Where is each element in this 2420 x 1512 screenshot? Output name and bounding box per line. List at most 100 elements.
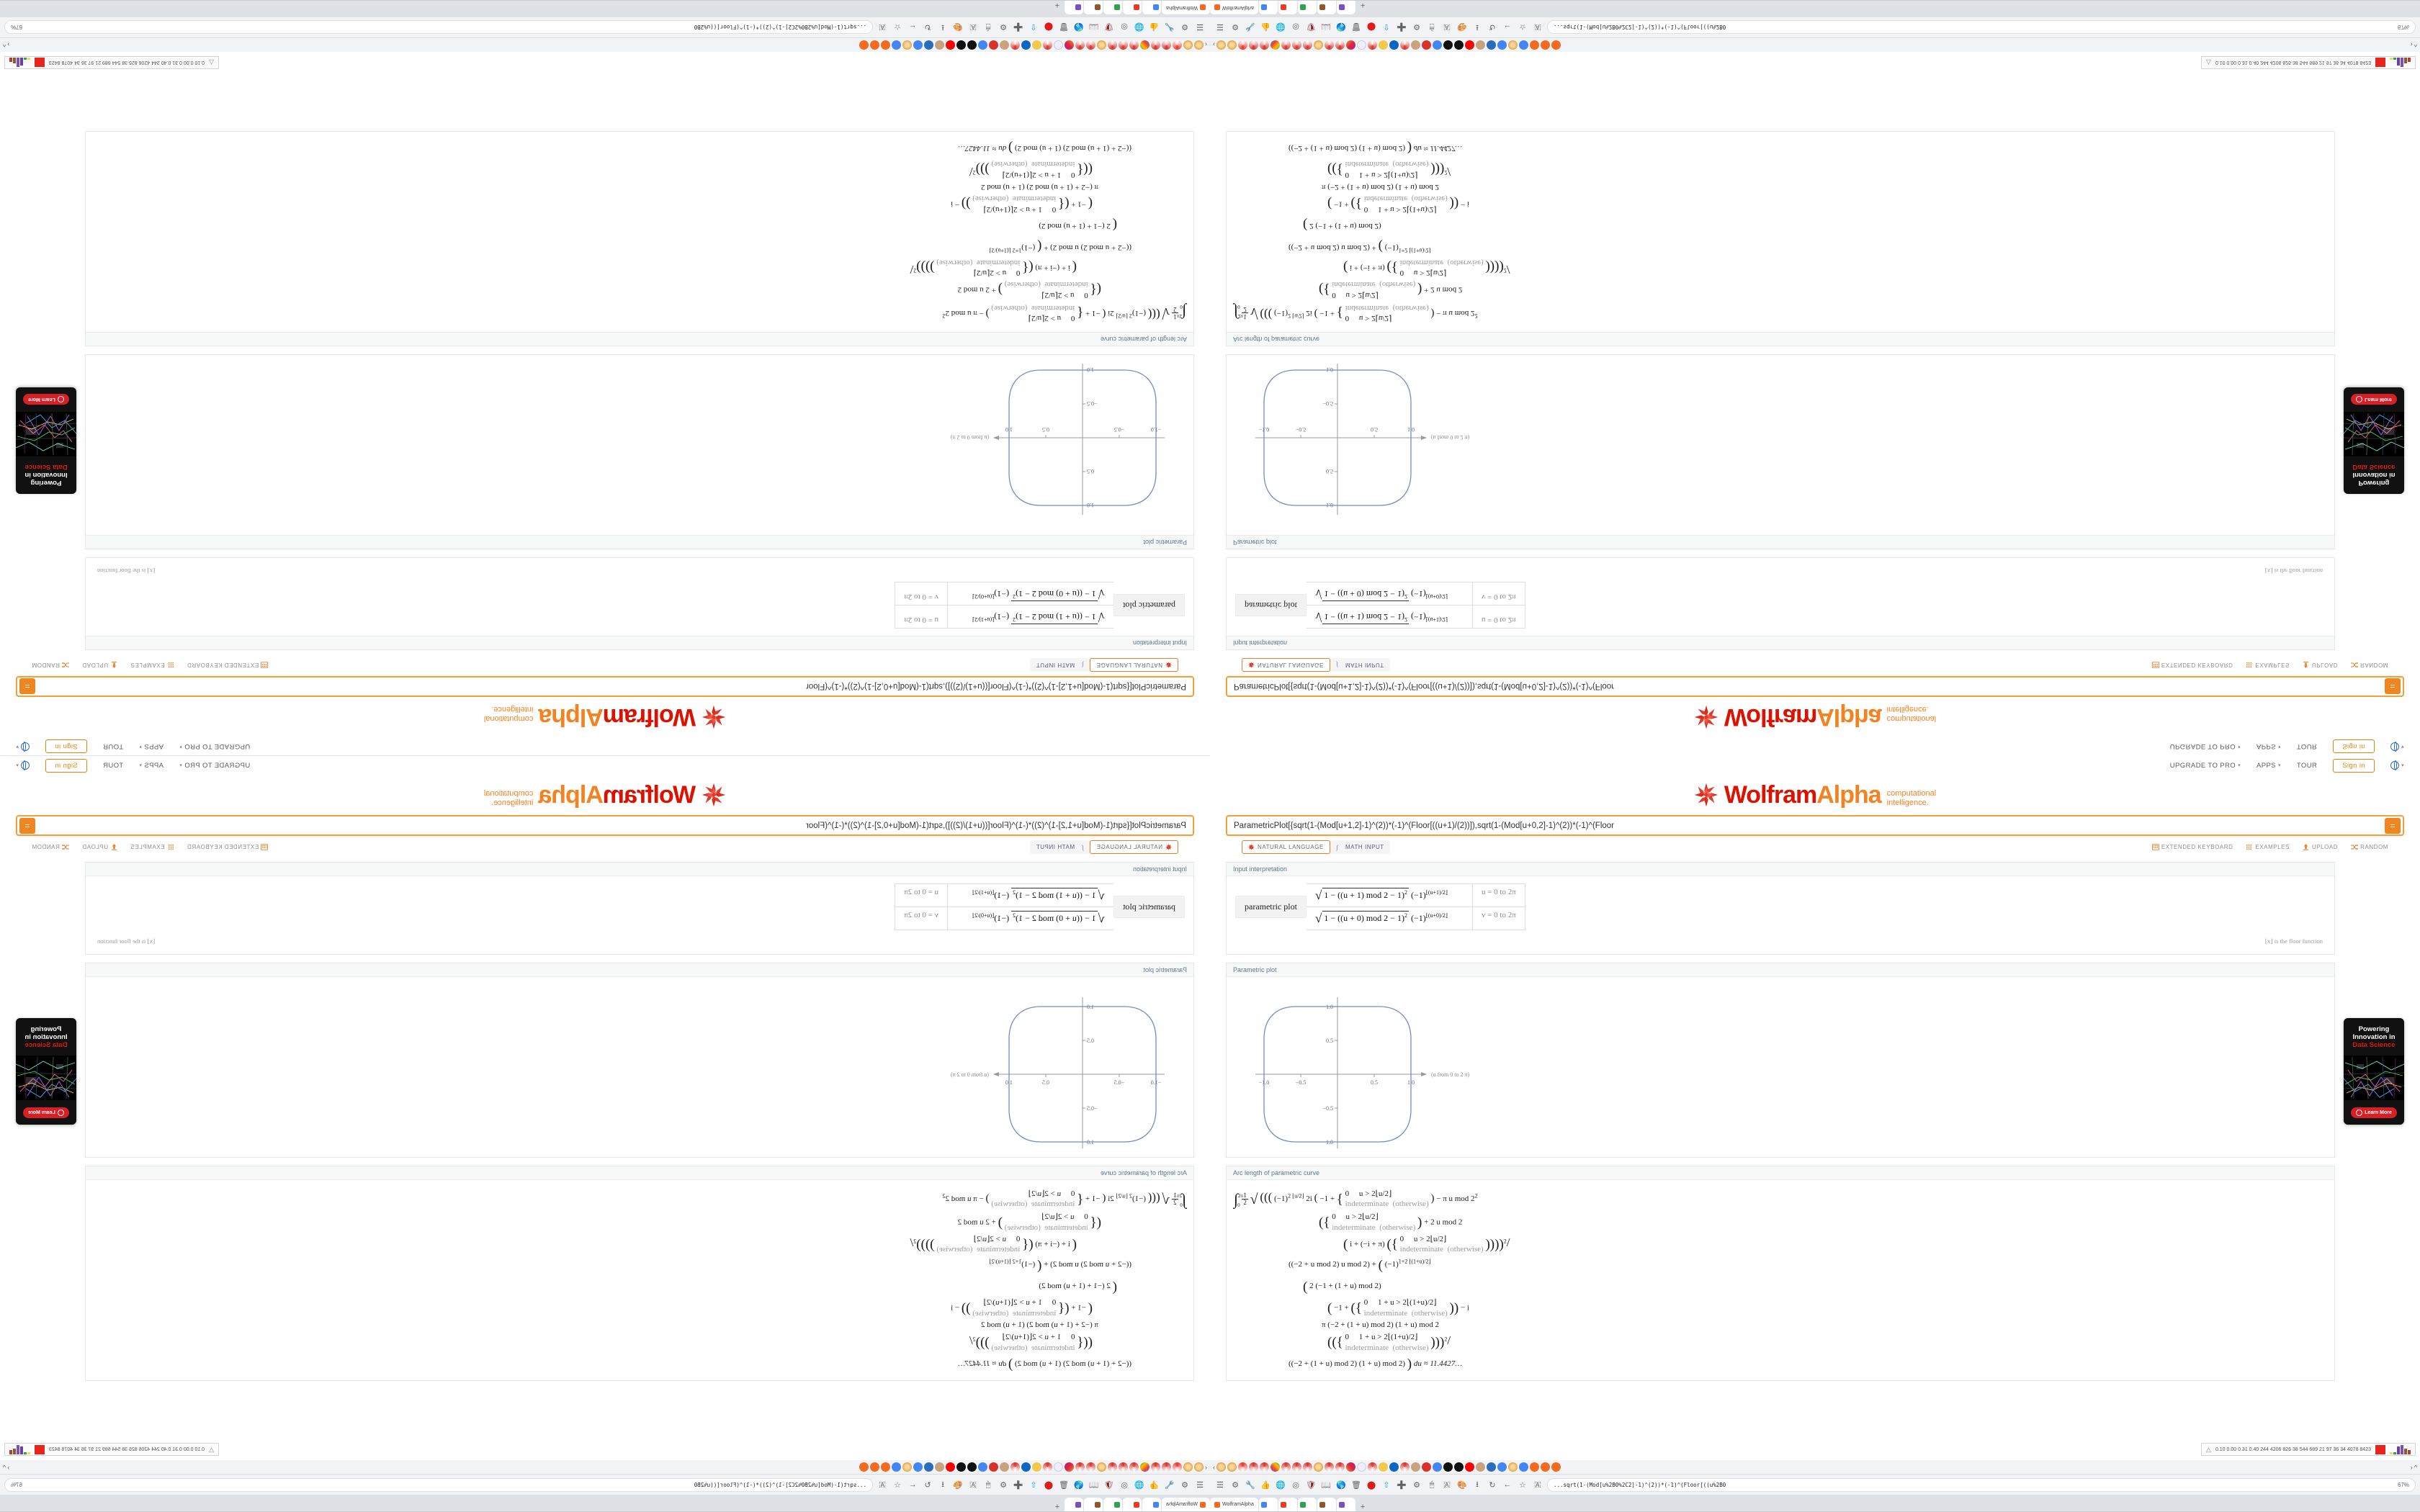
action-random[interactable]: RANDOM (2351, 662, 2388, 668)
bookmark-item-linkedin[interactable] (1021, 40, 1031, 50)
palette-icon[interactable]: 🎨 (953, 1480, 963, 1490)
bookmark-item[interactable] (1216, 1462, 1226, 1472)
bookmark-item-wolfram[interactable] (1551, 1462, 1561, 1472)
bookmark-item-wolfram[interactable] (1541, 1462, 1550, 1472)
bookmark-item-wolfram[interactable] (881, 40, 890, 50)
download-icon[interactable]: ⭳ (1476, 1480, 1479, 1489)
star-icon[interactable]: ☆ (1519, 22, 1526, 32)
mouse-icon[interactable]: 🖱 (1429, 1480, 1435, 1489)
action-upload[interactable]: UPLOAD (2303, 844, 2338, 850)
browser-tab-active[interactable]: WolframAlpha (1210, 1498, 1258, 1511)
bookmark-item[interactable] (1303, 1462, 1312, 1472)
bookmark-item-news[interactable] (1357, 1462, 1366, 1472)
search-input[interactable]: ParametricPlot[{sqrt(1-(Mod[u+1,2]-1)^(2… (1234, 682, 1615, 691)
bookmark-item[interactable] (1119, 1462, 1128, 1472)
browser-tab[interactable] (1103, 1498, 1123, 1511)
bookmark-item[interactable] (978, 40, 987, 50)
plot-canvas[interactable]: −1.0 −0.5 0.5 1.0 (u from 0 to 2 π) (86, 977, 1193, 1157)
sync-up-icon[interactable]: ⇧ (1030, 22, 1037, 32)
bookmark-item[interactable] (1227, 1462, 1237, 1472)
nav-item-upgrade-to-pro[interactable]: UPGRADE TO PRO ▾ (2170, 762, 2241, 770)
bookmark-item-linkedin[interactable] (1389, 40, 1399, 50)
bookmark-item[interactable] (1292, 40, 1301, 50)
browser-tab-active[interactable]: WolframAlpha (1162, 1498, 1210, 1511)
browser-tab[interactable] (1336, 1, 1355, 14)
browser-tab[interactable] (1142, 1498, 1162, 1511)
action-extended-keyboard[interactable]: EXTENDED KEYBOARD (187, 844, 269, 850)
gear-icon[interactable]: ⚙ (1232, 1480, 1239, 1490)
bookmark-item-wikipedia[interactable] (1487, 40, 1496, 50)
bookmark-item-youtube[interactable] (946, 1462, 955, 1472)
bookmark-item[interactable] (1249, 40, 1258, 50)
bookmark-collapse-icon[interactable]: ^ (2414, 1463, 2417, 1471)
nav-item-tour[interactable]: TOUR (2297, 762, 2317, 770)
bookmark-item-wolfram[interactable] (1551, 40, 1561, 50)
zoom-level-indicator[interactable]: 67% (11, 1481, 23, 1488)
bookmark-item[interactable] (1194, 1462, 1204, 1472)
bookmark-item[interactable] (1368, 40, 1377, 50)
bookmark-expand-chevron-icon[interactable]: › (7, 1463, 10, 1471)
action-upload[interactable]: UPLOAD (82, 662, 117, 668)
download-icon[interactable]: ⭳ (941, 23, 944, 32)
bookmark-item-avatar[interactable] (1476, 1462, 1485, 1472)
globe-icon[interactable]: 🌐 (1134, 1480, 1144, 1490)
bookmark-item[interactable] (1129, 1462, 1139, 1472)
plot-canvas[interactable]: −1.0 −0.5 0.5 1.0 (u from 0 to 2 π) (86, 355, 1193, 535)
collapse-caret-icon[interactable]: △ (209, 59, 214, 67)
back-arrow-icon[interactable]: ← (1503, 23, 1512, 32)
target-icon[interactable]: ◎ (1292, 22, 1299, 32)
bookmark-item[interactable] (1519, 40, 1528, 50)
bookmark-item[interactable] (1497, 40, 1507, 50)
new-tab-button[interactable]: + (1054, 1, 1060, 9)
action-extended-keyboard[interactable]: EXTENDED KEYBOARD (2151, 662, 2233, 668)
plot-canvas[interactable]: −1.0 −0.5 0.5 1.0 (u from 0 to 2 π) (1227, 355, 2334, 535)
bookmark-item[interactable] (1497, 1462, 1507, 1472)
bookmark-item[interactable] (892, 1462, 901, 1472)
ad-card[interactable]: Powering Innovation in Data Science (2344, 1018, 2404, 1125)
add-icon[interactable]: ➕ (1013, 22, 1023, 32)
network-icon[interactable]: 🌎 (1336, 1480, 1346, 1490)
gear-icon[interactable]: ⚙ (1181, 22, 1188, 32)
bookmark-item[interactable] (1238, 40, 1247, 50)
record-icon[interactable]: ⬤ (1366, 1480, 1376, 1490)
ad-learn-more-button[interactable]: Learn More (23, 394, 69, 405)
add-icon[interactable]: ➕ (1397, 22, 1407, 32)
tab-natural-language[interactable]: NATURAL LANGUAGE (1242, 658, 1330, 672)
wolframalpha-logo[interactable]: WolframAlpha computational intelligence. (0, 775, 1210, 815)
globe-icon[interactable]: 🌐 (1134, 22, 1144, 32)
browser-tab[interactable] (1123, 1498, 1142, 1511)
shield-icon[interactable]: 🛡 (1306, 1480, 1316, 1490)
bookmark-item[interactable] (892, 40, 901, 50)
tab-math-input[interactable]: ∫ MATH INPUT (1330, 841, 1390, 853)
bookmark-item[interactable] (1119, 40, 1128, 50)
collapse-caret-icon[interactable]: △ (2206, 59, 2211, 67)
bookmark-item[interactable] (1108, 1462, 1117, 1472)
hamburger-menu-icon[interactable]: ☰ (1196, 1480, 1204, 1490)
omnibox-url[interactable]: ...sqrt(1-(Mod[u%2B0%2C2]-1)^(2))*(-1)^(… (1554, 24, 1726, 31)
ad-learn-more-button[interactable]: Learn More (23, 1107, 69, 1118)
bookmark-item-instagram[interactable] (1346, 40, 1355, 50)
nav-item-upgrade-to-pro[interactable]: UPGRADE TO PRO ▾ (179, 743, 250, 751)
address-bar[interactable]: ...sqrt(1-(Mod[u%2B0%2C2]-1)^(2))*(-1)^(… (1547, 20, 2416, 35)
nav-item-apps[interactable]: APPS ▾ (2257, 762, 2281, 770)
nav-item-tour[interactable]: TOUR (103, 762, 123, 770)
bookmark-item[interactable] (1249, 1462, 1258, 1472)
bookmark-item[interactable] (1010, 1462, 1020, 1472)
bookmarks-bar[interactable]: ‹ (1210, 37, 2420, 52)
wolframalpha-logo[interactable]: WolframAlpha computational intelligence. (0, 697, 1210, 737)
tab-natural-language[interactable]: NATURAL LANGUAGE (1090, 658, 1178, 672)
tab-math-input[interactable]: ∫ MATH INPUT (1030, 659, 1090, 671)
bookmark-item[interactable] (902, 1462, 912, 1472)
bookmark-item[interactable] (1368, 1462, 1377, 1472)
bookmark-overflow-chevron-icon[interactable]: ‹ (1205, 1463, 1207, 1471)
bookmark-item-wikipedia[interactable] (924, 1462, 933, 1472)
bookmark-collapse-icon[interactable]: ^ (2414, 41, 2417, 49)
sponsored-ad[interactable]: Powering Innovation in Data Science (2344, 387, 2404, 494)
bookmark-item-instagram[interactable] (1065, 40, 1074, 50)
wrench-icon[interactable]: 🔧 (1245, 22, 1255, 32)
reload-icon[interactable]: ↻ (924, 1480, 931, 1490)
tab-natural-language[interactable]: NATURAL LANGUAGE (1242, 840, 1330, 854)
action-random[interactable]: RANDOM (32, 662, 69, 668)
star-icon[interactable]: ☆ (1519, 1480, 1526, 1490)
sync-up-icon[interactable]: ⇧ (1383, 1480, 1390, 1490)
